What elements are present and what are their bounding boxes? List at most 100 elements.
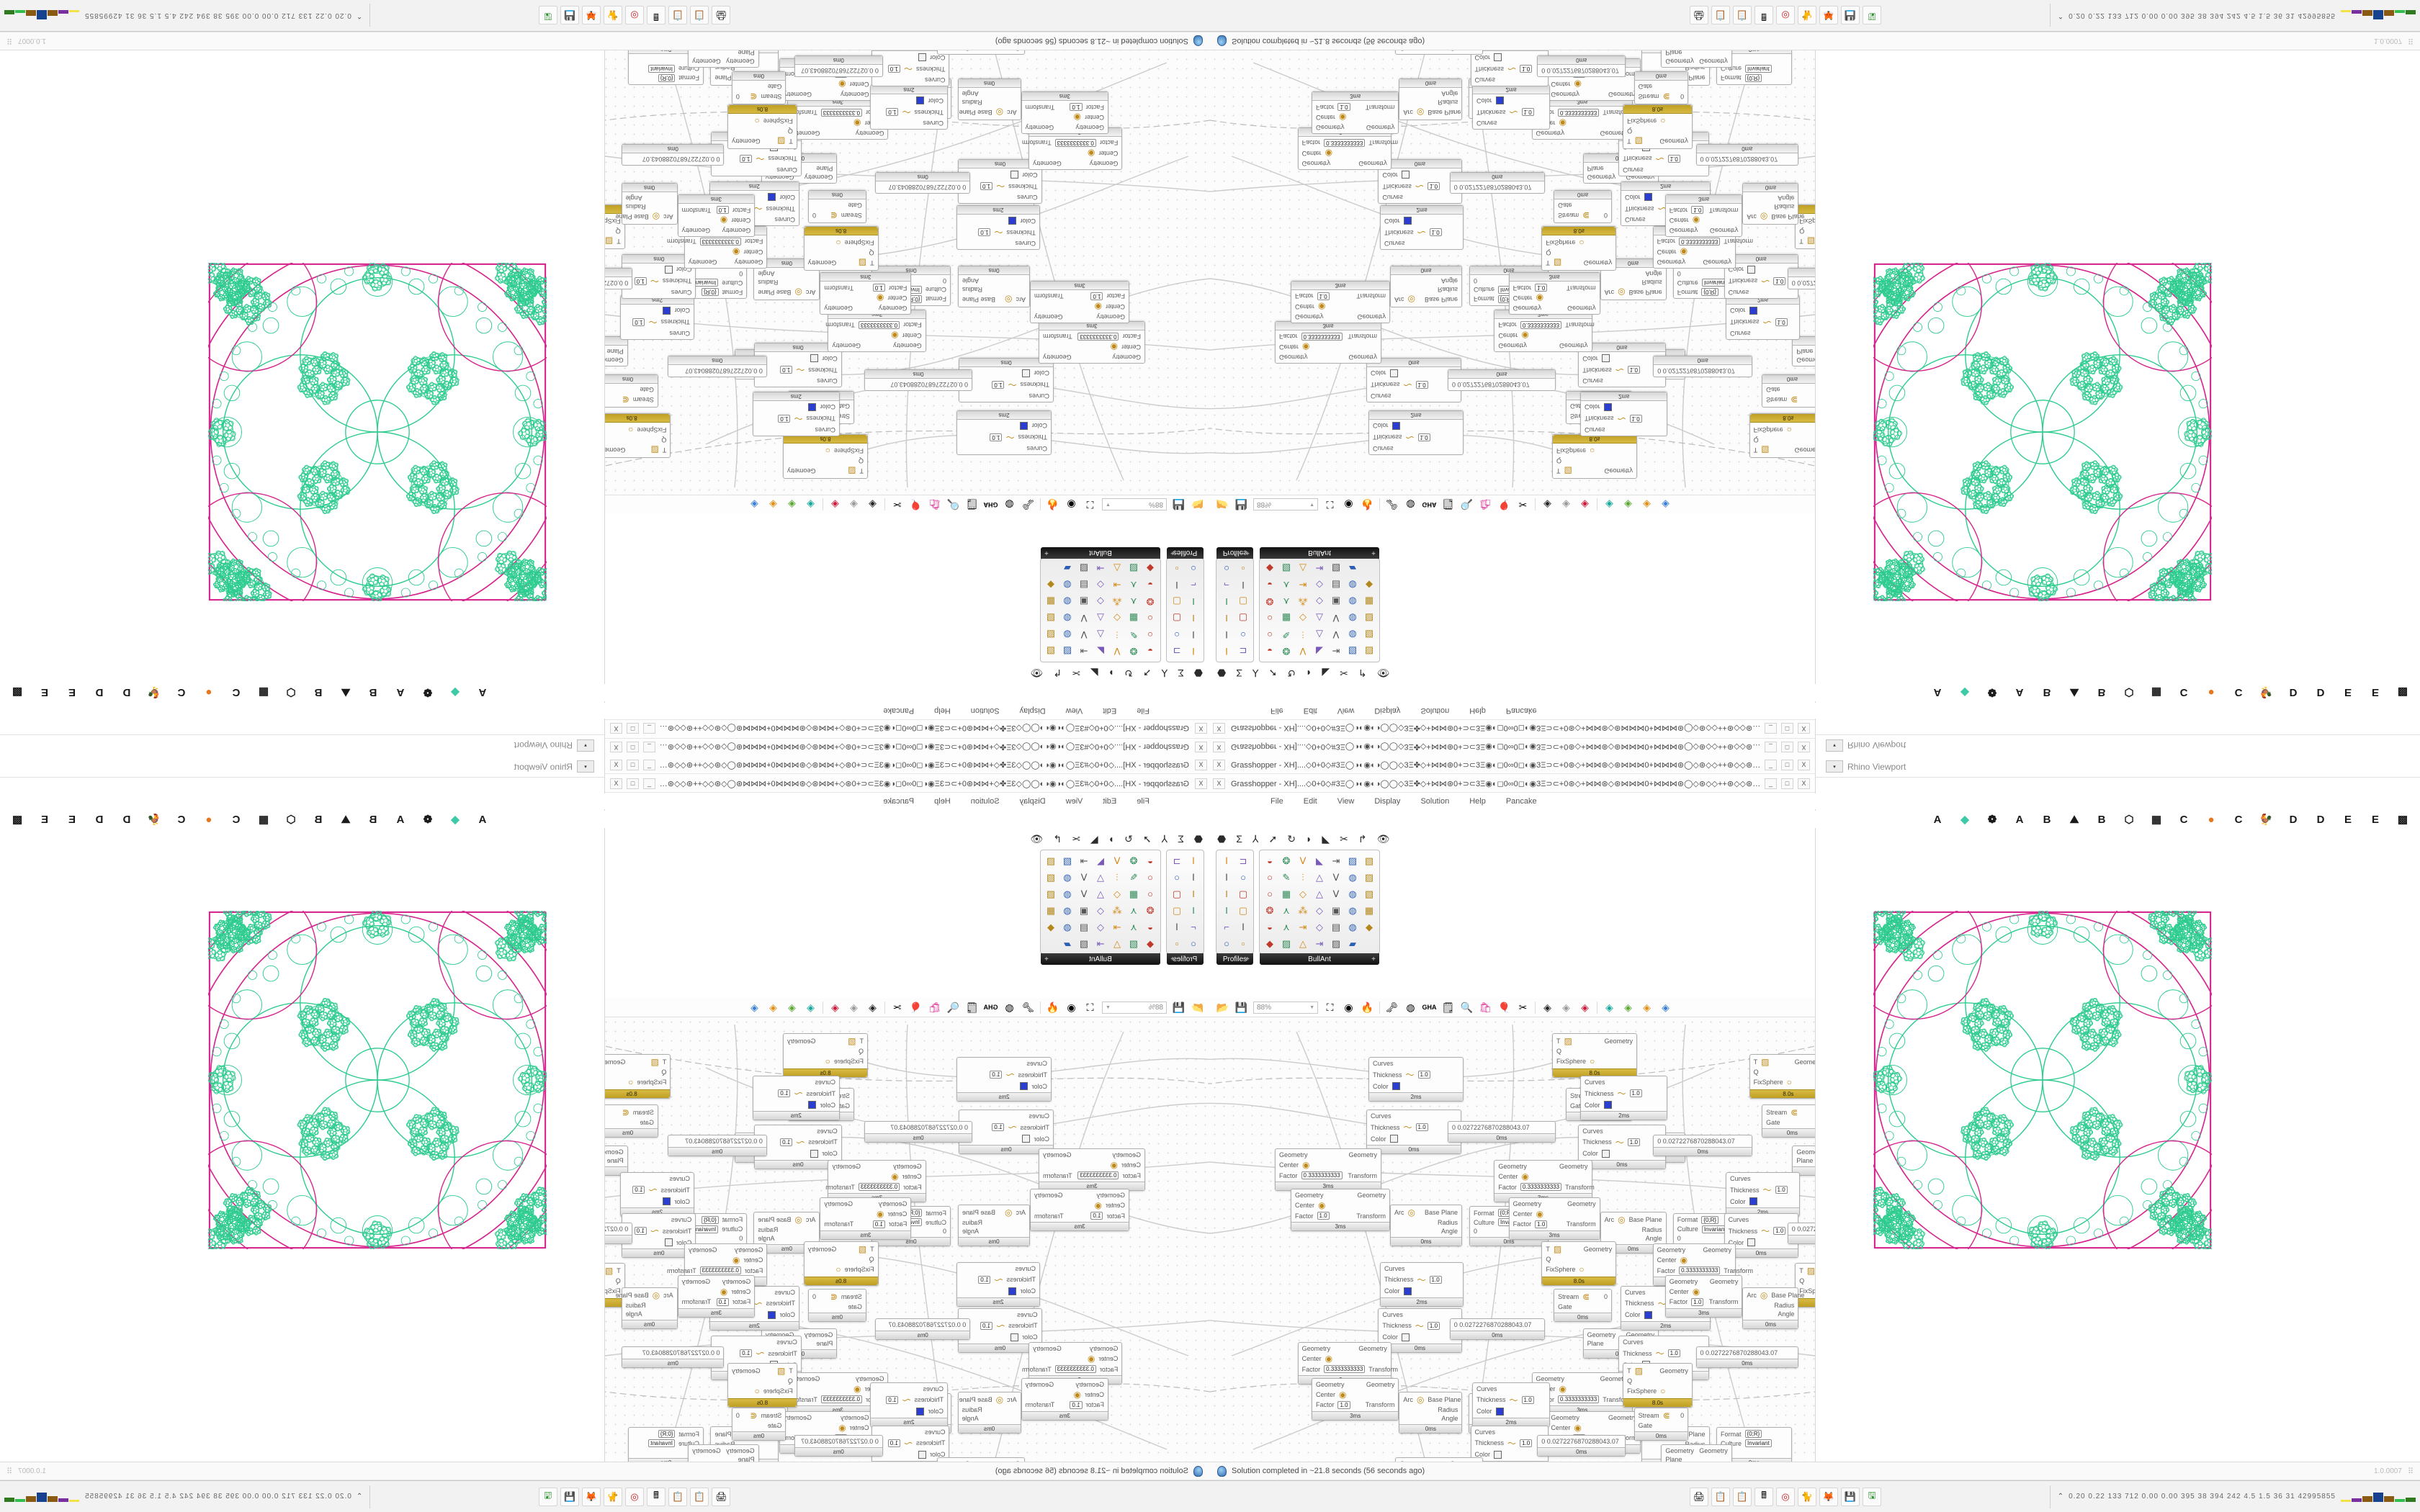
palette-item-bullant-35[interactable]: ◆ bbox=[1266, 563, 1273, 575]
gh-value-field[interactable]: {0;R} bbox=[658, 1430, 676, 1439]
palette-item-bullant-15[interactable]: ▦ bbox=[1281, 888, 1291, 899]
ribbon-tab-dendro[interactable]: D bbox=[122, 813, 131, 826]
white-gem-icon[interactable]: ◈ bbox=[850, 499, 858, 511]
palette-item-bullant-7[interactable]: ○ bbox=[1267, 871, 1273, 883]
gh-output-label[interactable]: Transform bbox=[1724, 238, 1753, 246]
palette-item-bullant-34[interactable]: ◆ bbox=[1366, 921, 1373, 932]
gh-value-field[interactable]: 1.0 bbox=[1090, 1212, 1103, 1220]
gh-output-label[interactable]: Geometry bbox=[1559, 1163, 1588, 1171]
ribbon-tabstrip[interactable]: A ◆ ❁ A B ⛰ B ⬡ ▦ C ● C 🐓 D D E E ▩ bbox=[0, 684, 1210, 701]
gh-input-label[interactable]: Geometry bbox=[1096, 1192, 1125, 1199]
ribbon-tab-params[interactable]: A bbox=[1933, 686, 1942, 699]
gh-output-label[interactable]: Geometry bbox=[1703, 1246, 1732, 1254]
gh-input-label[interactable]: Thickness bbox=[1582, 366, 1612, 374]
capsule-icon[interactable]: 🗝 bbox=[1021, 1001, 1035, 1013]
gh-input-label[interactable]: Color bbox=[928, 1408, 944, 1416]
gh-color-swatch[interactable] bbox=[1644, 1310, 1652, 1319]
gh-output-label[interactable]: Geometry bbox=[1608, 91, 1637, 99]
palette-item-profiles-9[interactable]: Ⅰ bbox=[1242, 580, 1245, 591]
gh-input-label[interactable]: Factor bbox=[1295, 1212, 1314, 1220]
gh-input-label[interactable]: Plane bbox=[1665, 1456, 1682, 1463]
gh-output-label[interactable]: Angle bbox=[1645, 270, 1662, 277]
gh-output-label[interactable]: Geometry bbox=[1033, 159, 1062, 167]
palette-item-bullant-5[interactable]: ▨ bbox=[1062, 646, 1072, 657]
preview-eye-icon[interactable]: ◉ bbox=[1067, 499, 1076, 511]
ribbon-tab-transform[interactable]: ▦ bbox=[258, 686, 269, 698]
gh-input-label[interactable]: Factor bbox=[888, 284, 908, 292]
gh-input-label[interactable]: Arc bbox=[1747, 1292, 1757, 1299]
gh-input-label[interactable]: FixSphere bbox=[637, 426, 667, 433]
gh-output-label[interactable]: Radius bbox=[1438, 99, 1458, 106]
flame-icon[interactable]: 🔥 bbox=[1046, 499, 1059, 511]
palette-item-bullant-39[interactable]: ▨ bbox=[1079, 563, 1089, 575]
gh-color-swatch[interactable] bbox=[1603, 1101, 1612, 1110]
gh-input-label[interactable]: FixSphere bbox=[763, 1387, 793, 1395]
palette-item-bullant-30[interactable]: ⇥ bbox=[1113, 580, 1121, 591]
palette-item-bullant-31[interactable]: ◇ bbox=[1316, 580, 1323, 591]
gh-color-swatch[interactable] bbox=[1603, 402, 1612, 411]
flame-icon[interactable]: 🔥 bbox=[1046, 1001, 1059, 1013]
gh-output-label[interactable]: Radius bbox=[1641, 279, 1662, 286]
gh-value-field[interactable]: 0.3333333333 bbox=[820, 1395, 862, 1404]
ribbon-tab-ee2[interactable]: E bbox=[2371, 813, 2379, 826]
palette-item-bullant-15[interactable]: ▦ bbox=[1129, 613, 1139, 624]
gh-output-label[interactable]: 0 bbox=[735, 92, 740, 100]
gh-value-field[interactable]: 1.0 bbox=[1317, 1212, 1330, 1220]
gh-value-field[interactable]: 1.0 bbox=[1521, 108, 1534, 117]
resize-grip-icon[interactable]: ⠿ bbox=[2407, 1467, 2414, 1476]
red-target-icon[interactable]: ◎ bbox=[1776, 1487, 1795, 1506]
palette-item-bullant-16[interactable]: ◇ bbox=[1299, 613, 1307, 624]
gh-value-field[interactable]: 1.0 bbox=[1427, 182, 1440, 191]
gh-output-label[interactable]: Transform bbox=[681, 206, 712, 214]
palette-item-bullant-30[interactable]: ⇥ bbox=[1113, 921, 1121, 932]
gh-output-label[interactable]: Angle bbox=[1441, 90, 1458, 97]
ribbon-tool-6[interactable]: ◣ bbox=[1322, 832, 1330, 845]
ribbon-tab-sets[interactable]: ❁ bbox=[423, 814, 433, 826]
palette-item-bullant-30[interactable]: ⇥ bbox=[1299, 580, 1307, 591]
gh-input-label[interactable]: Center bbox=[1512, 294, 1533, 302]
gh-value-field[interactable]: {0;R} bbox=[701, 1215, 719, 1224]
gh-input-label[interactable]: Arc bbox=[1016, 296, 1026, 303]
gh-input-label[interactable]: Curves bbox=[1017, 1310, 1038, 1318]
gh-value-field[interactable]: {0;R} bbox=[658, 73, 676, 82]
palette-item-bullant-38[interactable]: ⇥ bbox=[1315, 563, 1324, 575]
blue-gem-icon[interactable]: ◈ bbox=[750, 499, 758, 511]
palette-item-bullant-20[interactable]: ▧ bbox=[1046, 613, 1056, 624]
gh-output-label[interactable]: Geometry bbox=[605, 446, 626, 454]
document-icon[interactable]: 🗒 bbox=[965, 499, 979, 511]
menu-item-solution[interactable]: Solution bbox=[970, 797, 1000, 806]
gh-output-label[interactable]: Transform bbox=[824, 1220, 854, 1228]
gh-input-label[interactable]: Geometry bbox=[1551, 91, 1579, 99]
gh-input-label[interactable]: Geometry bbox=[1665, 1447, 1694, 1454]
gh-input-label[interactable]: Factor bbox=[903, 1183, 922, 1191]
gh-input-label[interactable]: Curves bbox=[1474, 1428, 1496, 1436]
gh-input-label[interactable]: Center bbox=[1121, 1161, 1141, 1169]
gh-input-label[interactable]: Geometry bbox=[605, 356, 624, 364]
menu-item-edit[interactable]: Edit bbox=[1303, 706, 1317, 715]
os-taskbar[interactable]: 🖨 📋 📋 🖩 ◎ 🐈 🦊 💾 🖫 ⌃ 0.20 0.22 133 712 0.00 0.00 … bbox=[1210, 0, 2420, 32]
gh-input-label[interactable]: Geometry bbox=[1669, 1277, 1698, 1285]
palette-item-bullant-17[interactable]: △ bbox=[1316, 613, 1323, 624]
taskbar-icon-group[interactable]: 🖨 📋 📋 🖩 ◎ 🐈 🦊 💾 🖫 bbox=[1690, 1487, 1881, 1506]
gh-input-label[interactable]: Thickness bbox=[1728, 277, 1758, 285]
balloon-icon[interactable]: 🎈 bbox=[909, 1001, 923, 1013]
palette-item-profiles-5[interactable]: ▢ bbox=[1172, 613, 1182, 624]
gh-input-label[interactable]: Q bbox=[615, 227, 621, 235]
grasshopper-canvas[interactable]: Curves Thickness 〜 1.0 Color 2ms Curves Thickne… bbox=[1210, 1017, 1815, 1480]
palette-item-bullant-40[interactable]: ▰ bbox=[1064, 937, 1071, 949]
gh-input-label[interactable]: Thickness bbox=[1018, 433, 1047, 441]
palette-item-bullant-35[interactable]: ◆ bbox=[1147, 937, 1154, 949]
ribbon-tool-9[interactable]: 👁 bbox=[1376, 832, 1390, 845]
palette-item-bullant-39[interactable]: ▨ bbox=[1331, 937, 1341, 949]
